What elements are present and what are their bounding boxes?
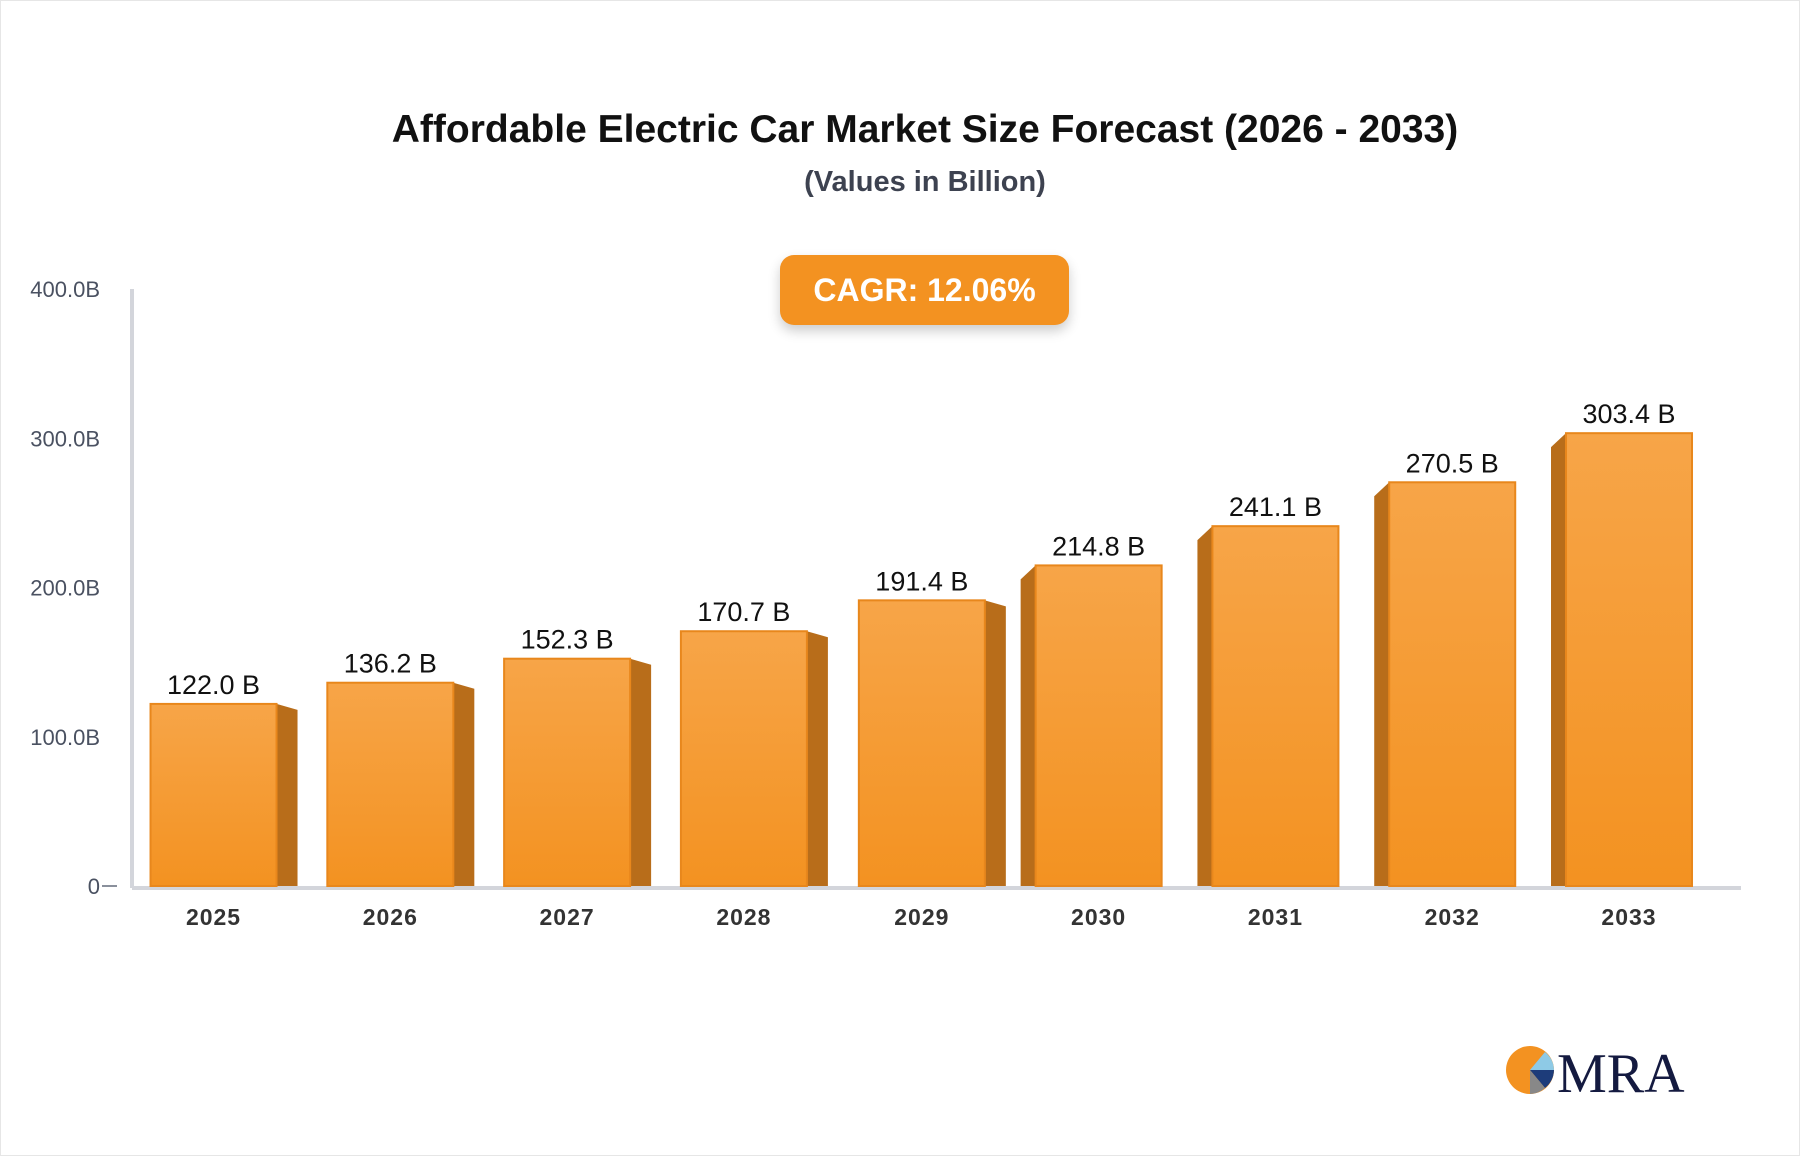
x-tick-label: 2030	[1071, 904, 1126, 930]
data-label: 152.3 B	[521, 625, 614, 655]
bar	[857, 599, 986, 887]
bar	[679, 630, 808, 887]
bar	[149, 702, 278, 887]
data-label: 191.4 B	[875, 566, 968, 596]
bar-side	[1374, 482, 1390, 886]
data-label: 214.8 B	[1052, 531, 1145, 561]
y-tick-label: 100.0B	[30, 725, 100, 750]
bar-side	[276, 703, 298, 886]
bar	[1565, 432, 1694, 887]
y-tick-label: 0	[88, 874, 100, 899]
bar-side	[1020, 565, 1036, 886]
chart-subtitle: (Values in Billion)	[804, 166, 1046, 198]
x-tick-label: 2029	[894, 904, 949, 930]
bar-side	[630, 658, 652, 886]
data-label: 122.0 B	[167, 670, 260, 700]
cagr-badge: CAGR: 12.06%	[780, 255, 1069, 325]
mra-logo: MRA	[1506, 1043, 1685, 1100]
x-tick-label: 2026	[363, 904, 418, 930]
bar-side	[453, 682, 475, 886]
x-tick-label: 2028	[716, 904, 771, 930]
x-tick-label: 2032	[1425, 904, 1480, 930]
bar	[326, 681, 455, 887]
bar-side	[984, 600, 1006, 886]
data-label: 136.2 B	[344, 649, 437, 679]
chart-title: Affordable Electric Car Market Size Fore…	[391, 108, 1459, 151]
data-label: 241.1 B	[1229, 492, 1322, 522]
x-tick-label: 2027	[540, 904, 595, 930]
data-label: 270.5 B	[1406, 448, 1499, 478]
data-label: 303.4 B	[1582, 399, 1675, 429]
x-tick-label: 2031	[1248, 904, 1303, 930]
bar	[1388, 481, 1517, 887]
data-label: 170.7 B	[697, 597, 790, 627]
bar	[503, 657, 632, 888]
bar-side	[1197, 526, 1213, 886]
bar	[1034, 564, 1163, 887]
svg-text:MRA: MRA	[1557, 1043, 1685, 1100]
y-tick-label: 200.0B	[30, 576, 100, 601]
y-tick-label: 300.0B	[30, 426, 100, 451]
bar	[1211, 525, 1340, 887]
bar-side	[806, 631, 828, 886]
x-tick-label: 2025	[186, 904, 241, 930]
y-tick-label: 400.0B	[30, 277, 100, 302]
bar-side	[1551, 433, 1567, 886]
x-tick-label: 2033	[1601, 904, 1656, 930]
